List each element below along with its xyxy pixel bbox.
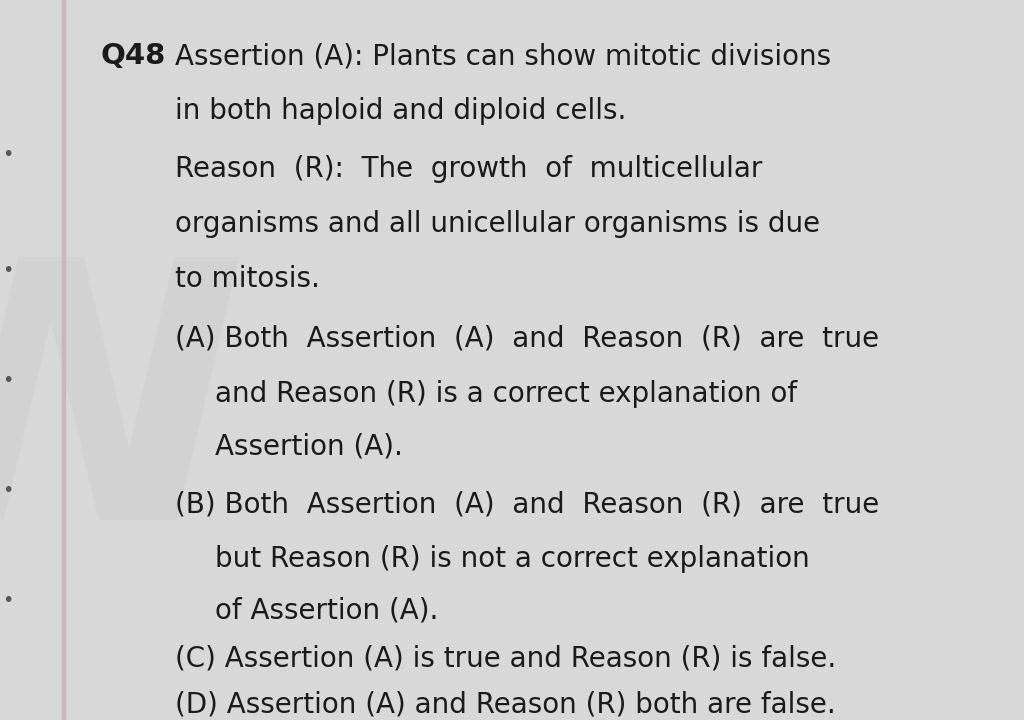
Text: in both haploid and diploid cells.: in both haploid and diploid cells.	[175, 97, 627, 125]
Text: Assertion (A).: Assertion (A).	[215, 432, 402, 460]
Text: but Reason (R) is not a correct explanation: but Reason (R) is not a correct explanat…	[215, 545, 810, 573]
Text: •: •	[2, 371, 13, 390]
Text: Q48: Q48	[100, 42, 165, 70]
Text: to mitosis.: to mitosis.	[175, 265, 319, 293]
Bar	[62, 0, 65, 720]
Text: Reason  (R):  The  growth  of  multicellular: Reason (R): The growth of multicellular	[175, 155, 763, 183]
Text: of Assertion (A).: of Assertion (A).	[215, 597, 438, 625]
Text: (B) Both  Assertion  (A)  and  Reason  (R)  are  true: (B) Both Assertion (A) and Reason (R) ar…	[175, 490, 880, 518]
Bar	[0, 0, 62, 720]
Text: Assertion (A): Plants can show mitotic divisions: Assertion (A): Plants can show mitotic d…	[175, 42, 831, 70]
Text: •: •	[2, 145, 13, 164]
Text: organisms and all unicellular organisms is due: organisms and all unicellular organisms …	[175, 210, 820, 238]
Text: •: •	[2, 261, 13, 279]
Text: •: •	[2, 590, 13, 610]
Text: (C) Assertion (A) is true and Reason (R) is false.: (C) Assertion (A) is true and Reason (R)…	[175, 645, 837, 673]
Text: •: •	[2, 480, 13, 500]
Text: W: W	[0, 246, 249, 595]
Text: and Reason (R) is a correct explanation of: and Reason (R) is a correct explanation …	[215, 380, 797, 408]
Text: (A) Both  Assertion  (A)  and  Reason  (R)  are  true: (A) Both Assertion (A) and Reason (R) ar…	[175, 325, 880, 353]
Text: (D) Assertion (A) and Reason (R) both are false.: (D) Assertion (A) and Reason (R) both ar…	[175, 690, 836, 718]
